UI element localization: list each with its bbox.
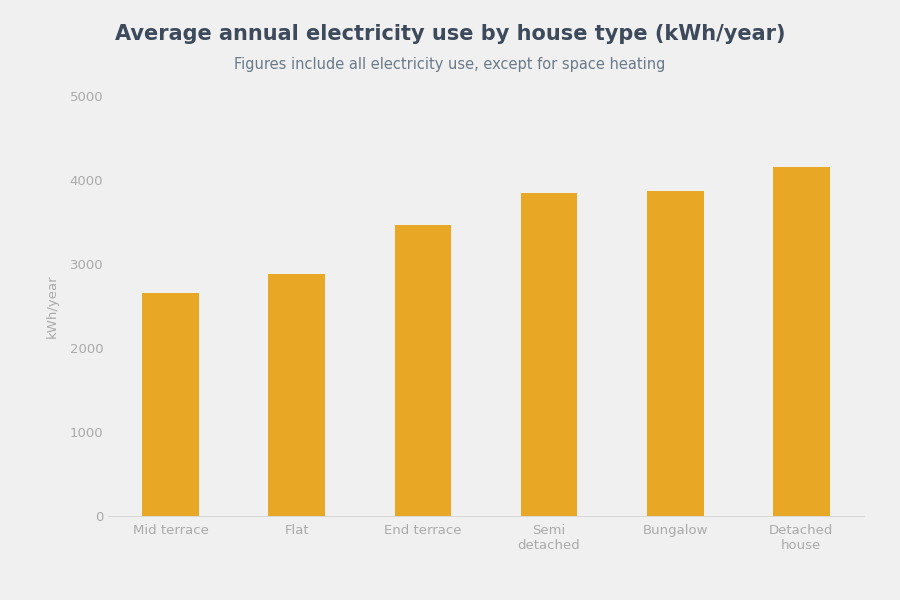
Bar [647,191,704,516]
Text: Average annual electricity use by house type (kWh/year): Average annual electricity use by house … [115,24,785,44]
Bar [521,193,578,516]
Bar [773,167,830,516]
Y-axis label: kWh/year: kWh/year [45,274,58,338]
Bar [142,293,199,516]
Bar [268,274,325,516]
Text: Figures include all electricity use, except for space heating: Figures include all electricity use, exc… [234,57,666,72]
Bar [394,224,451,516]
